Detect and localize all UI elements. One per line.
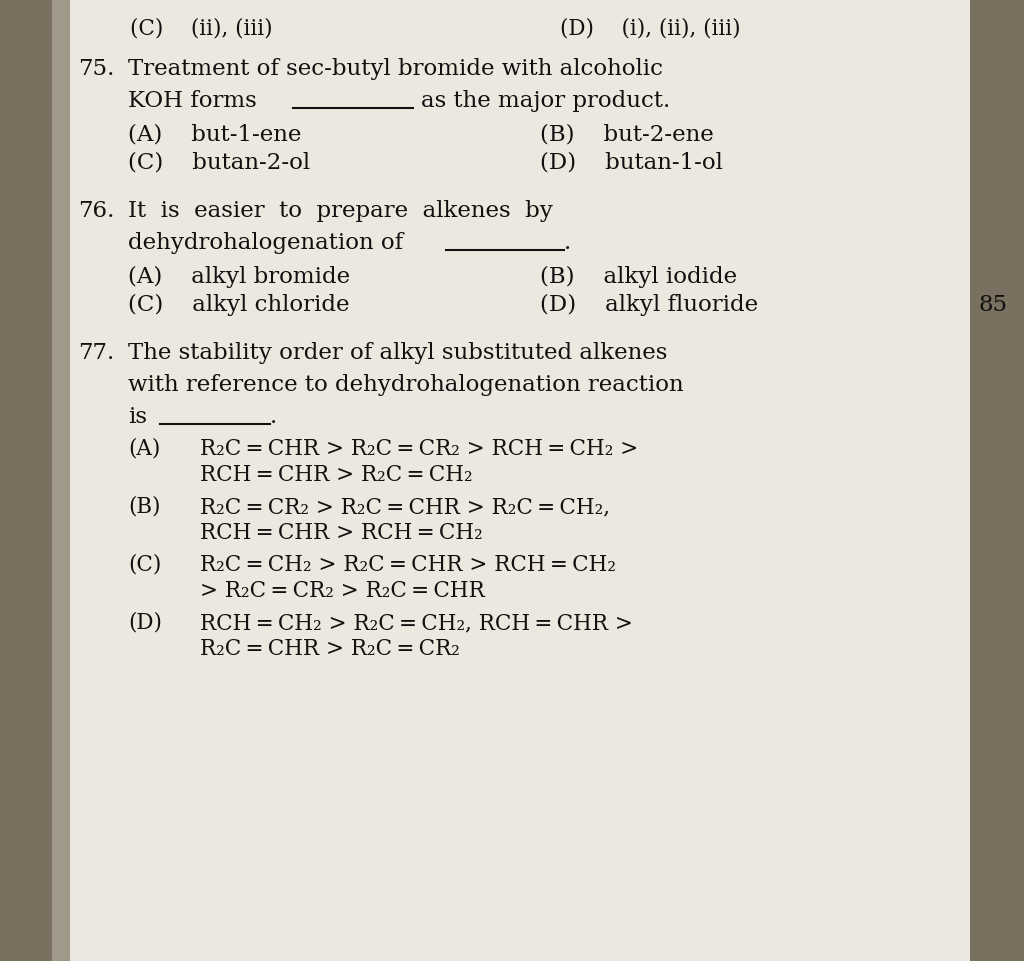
Text: (C)    alkyl chloride: (C) alkyl chloride — [128, 294, 349, 316]
Text: 77.: 77. — [78, 342, 115, 364]
Text: with reference to dehydrohalogenation reaction: with reference to dehydrohalogenation re… — [128, 374, 684, 396]
Text: RCH = CH₂ > R₂C = CH₂, RCH = CHR >: RCH = CH₂ > R₂C = CH₂, RCH = CHR > — [200, 612, 633, 634]
Text: RCH = CHR > R₂C = CH₂: RCH = CHR > R₂C = CH₂ — [200, 464, 473, 486]
Text: KOH forms: KOH forms — [128, 90, 257, 112]
Text: (B): (B) — [128, 496, 161, 518]
Text: (D): (D) — [128, 612, 162, 634]
Text: R₂C = CR₂ > R₂C = CHR > R₂C = CH₂,: R₂C = CR₂ > R₂C = CHR > R₂C = CH₂, — [200, 496, 610, 518]
Text: (B)    but-2-ene: (B) but-2-ene — [540, 124, 714, 146]
Bar — [52, 0, 70, 961]
Text: Treatment of sec-butyl bromide with alcoholic: Treatment of sec-butyl bromide with alco… — [128, 58, 663, 80]
Text: > R₂C = CR₂ > R₂C = CHR: > R₂C = CR₂ > R₂C = CHR — [200, 580, 484, 602]
Text: is: is — [128, 406, 147, 428]
Text: It  is  easier  to  prepare  alkenes  by: It is easier to prepare alkenes by — [128, 200, 553, 222]
Text: .: . — [564, 232, 571, 254]
Text: RCH = CHR > RCH = CH₂: RCH = CHR > RCH = CH₂ — [200, 522, 482, 544]
Bar — [970, 0, 1024, 961]
Text: 76.: 76. — [78, 200, 115, 222]
Text: R₂C = CH₂ > R₂C = CHR > RCH = CH₂: R₂C = CH₂ > R₂C = CHR > RCH = CH₂ — [200, 554, 616, 576]
Bar — [70, 0, 970, 961]
Text: The stability order of alkyl substituted alkenes: The stability order of alkyl substituted… — [128, 342, 668, 364]
Text: R₂C = CHR > R₂C = CR₂: R₂C = CHR > R₂C = CR₂ — [200, 638, 460, 660]
Text: (D)    (i), (ii), (iii): (D) (i), (ii), (iii) — [560, 18, 740, 40]
Text: dehydrohalogenation of: dehydrohalogenation of — [128, 232, 403, 254]
Text: (B)    alkyl iodide: (B) alkyl iodide — [540, 266, 737, 288]
Text: (C): (C) — [128, 554, 162, 576]
Text: (A): (A) — [128, 438, 161, 460]
Text: R₂C = CHR > R₂C = CR₂ > RCH = CH₂ >: R₂C = CHR > R₂C = CR₂ > RCH = CH₂ > — [200, 438, 638, 460]
Text: 85: 85 — [978, 294, 1008, 316]
Text: (D)    alkyl fluoride: (D) alkyl fluoride — [540, 294, 758, 316]
Text: (C)    (ii), (iii): (C) (ii), (iii) — [130, 18, 272, 40]
Text: (A)    alkyl bromide: (A) alkyl bromide — [128, 266, 350, 288]
Text: (C)    butan-2-ol: (C) butan-2-ol — [128, 152, 310, 174]
Text: (A)    but-1-ene: (A) but-1-ene — [128, 124, 301, 146]
Text: 75.: 75. — [78, 58, 115, 80]
Text: as the major product.: as the major product. — [421, 90, 671, 112]
Text: (D)    butan-1-ol: (D) butan-1-ol — [540, 152, 723, 174]
Bar — [0, 0, 52, 961]
Text: .: . — [270, 406, 278, 428]
